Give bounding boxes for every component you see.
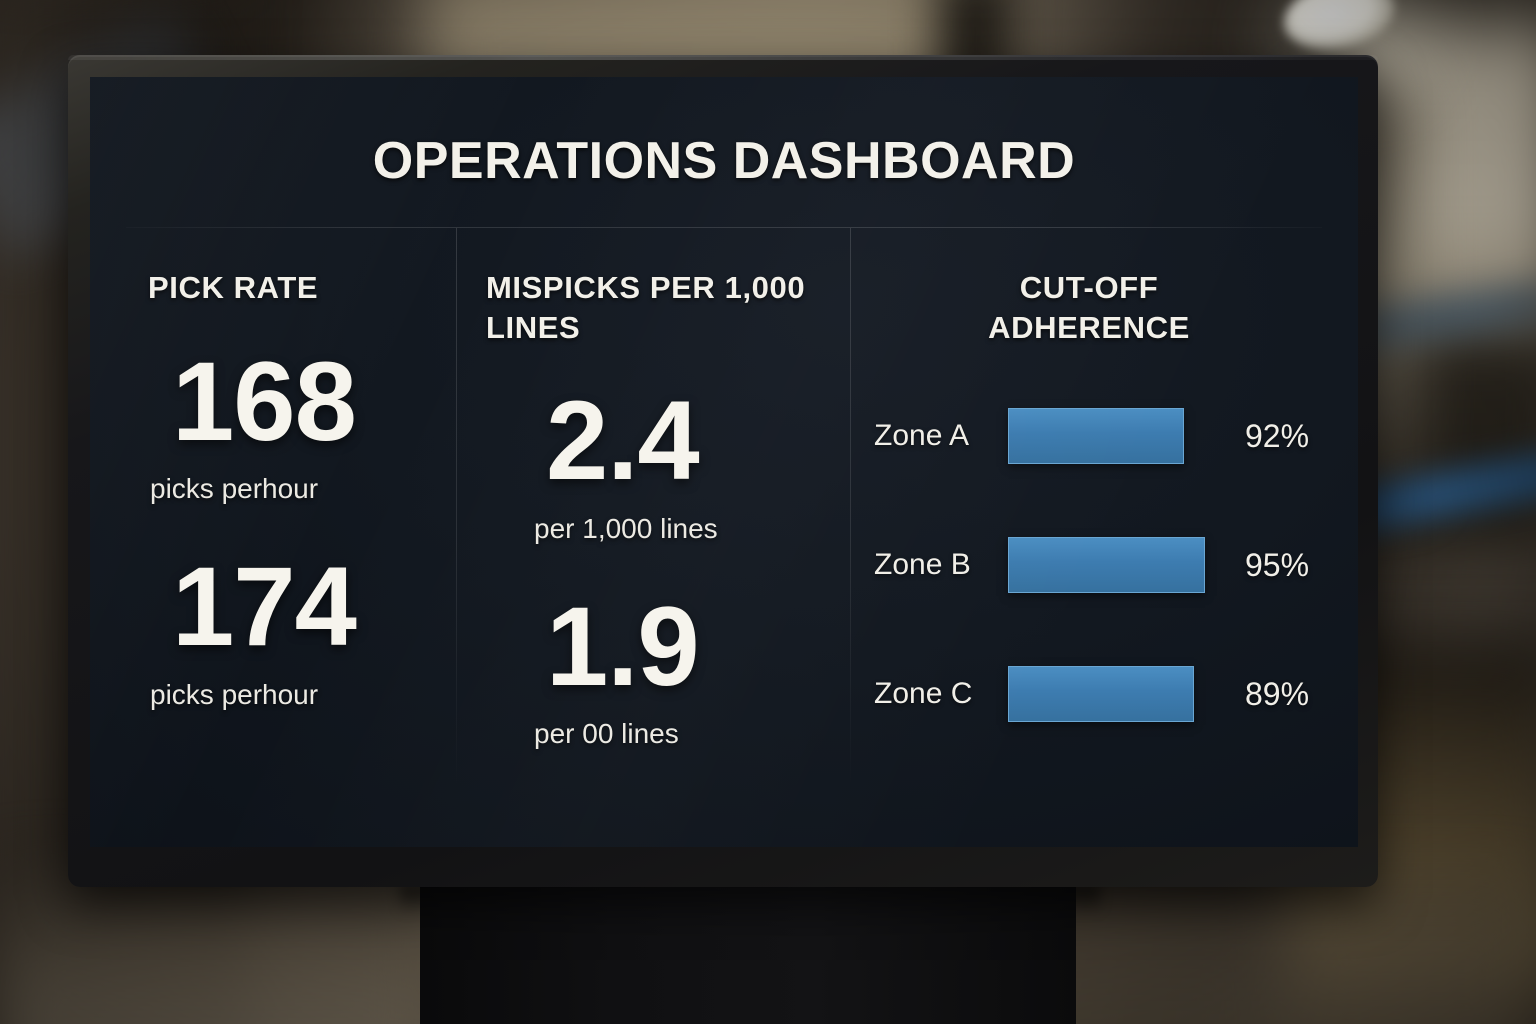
panel-title-line-2: ADHERENCE xyxy=(988,309,1190,345)
zone-bar xyxy=(1008,666,1194,723)
panel-cutoff-adherence: CUT-OFF ADHERENCE Zone A 92% Zone B xyxy=(850,228,1322,828)
panel-title-pick-rate: PICK RATE xyxy=(148,270,319,305)
zone-row: Zone C 89% xyxy=(874,661,1322,727)
metric-pick-rate-current: 168 picks perhour xyxy=(148,338,456,506)
zone-label: Zone B xyxy=(874,548,971,582)
zone-label: Zone A xyxy=(874,419,970,453)
zone-bar-track xyxy=(1008,537,1223,594)
metric-mispicks-current: 2.4 per 1,000 lines xyxy=(486,378,850,545)
zone-row: Zone B 95% xyxy=(874,532,1322,598)
metric-caption: picks perhour xyxy=(150,473,319,505)
metric-mispicks-secondary: 1.9 per 00 lines xyxy=(486,583,850,751)
zone-bar-track xyxy=(1008,408,1223,465)
zone-percent: 92% xyxy=(1245,417,1310,454)
metric-caption: picks perhour xyxy=(150,678,319,710)
page-title: OPERATIONS DASHBOARD xyxy=(372,132,1076,190)
panel-title-line-1: CUT-OFF xyxy=(1019,270,1159,305)
bezel-highlight xyxy=(68,55,1378,60)
zone-percent: 95% xyxy=(1245,546,1310,583)
metric-value: 168 xyxy=(172,338,357,464)
zone-bar xyxy=(1008,537,1205,594)
zone-bar-track xyxy=(1008,666,1223,723)
kpi-panels: PICK RATE 168 picks perhour 174 picks pe… xyxy=(126,228,1322,828)
metric-value: 2.4 xyxy=(546,378,700,504)
panel-mispicks: MISPICKS PER 1,000 LINES 2.4 per 1,000 l… xyxy=(456,228,850,828)
zone-bar xyxy=(1008,408,1184,465)
zone-percent: 89% xyxy=(1245,675,1310,712)
metric-caption: per 00 lines xyxy=(534,718,679,750)
panel-pick-rate: PICK RATE 168 picks perhour 174 picks pe… xyxy=(126,228,456,828)
dashboard-screen: OPERATIONS DASHBOARD PICK RATE 168 picks… xyxy=(90,77,1358,847)
monitor-bezel: OPERATIONS DASHBOARD PICK RATE 168 picks… xyxy=(68,55,1378,887)
panel-title-mispicks: MISPICKS PER 1,000 LINES xyxy=(486,270,806,345)
zone-row: Zone A 92% xyxy=(874,403,1322,469)
panel-title-cutoff-adherence: CUT-OFF ADHERENCE xyxy=(874,268,1322,347)
zone-adherence-chart: Zone A 92% Zone B 95% xyxy=(874,403,1322,727)
metric-pick-rate-secondary: 174 picks perhour xyxy=(148,544,456,711)
title-divider xyxy=(126,227,1322,228)
background-floor-left xyxy=(0,860,430,1024)
metric-caption: per 1,000 lines xyxy=(534,512,718,544)
monitor-stand xyxy=(420,884,1076,1024)
zone-label: Zone C xyxy=(874,677,973,711)
metric-value: 174 xyxy=(172,544,357,670)
metric-value: 1.9 xyxy=(546,583,700,709)
